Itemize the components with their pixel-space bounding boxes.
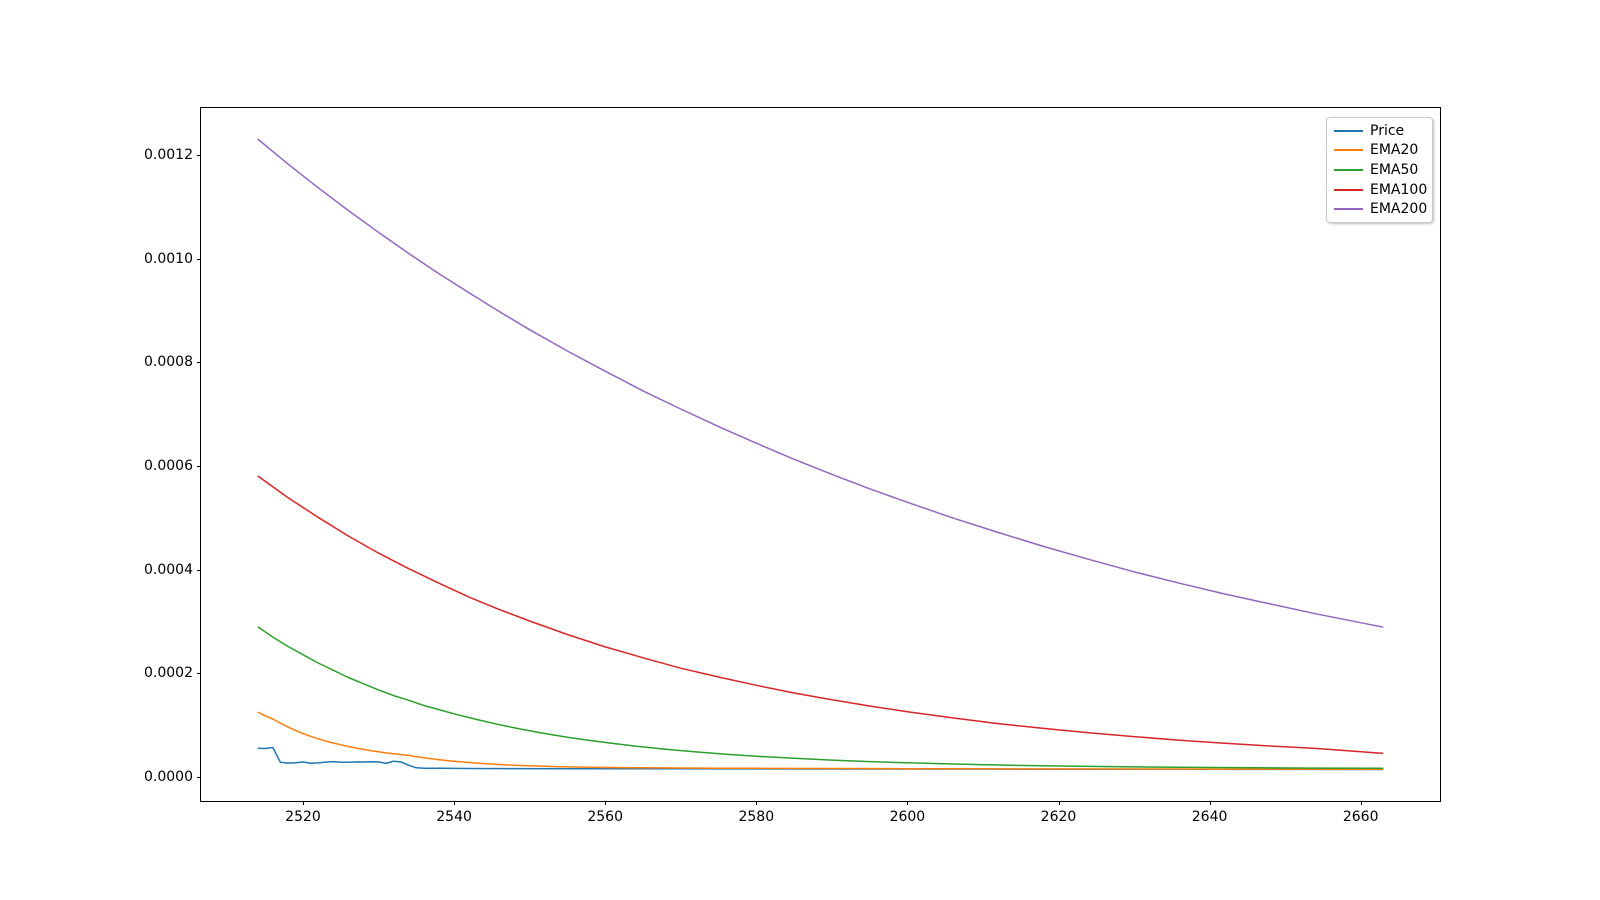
x-tick-label: 2660 <box>1342 809 1379 825</box>
y-tick-label: 0.0000 <box>144 769 193 785</box>
legend-swatch-ema20-line-icon <box>1334 149 1363 152</box>
legend-label: EMA200 <box>1370 201 1428 218</box>
y-tick-label: 0.0008 <box>144 354 193 371</box>
series-line-ema200 <box>257 138 1384 628</box>
x-tick-label: 2600 <box>889 809 926 825</box>
y-tick-mark <box>197 777 201 778</box>
plot-area <box>200 107 1441 802</box>
legend-item-price: Price <box>1334 123 1426 139</box>
series-line-ema20 <box>257 711 1384 771</box>
x-tick-label: 2560 <box>587 809 624 825</box>
x-tick-label: 2640 <box>1191 809 1228 825</box>
y-tick-mark <box>197 155 201 157</box>
legend-label: EMA50 <box>1370 161 1419 178</box>
x-tick-mark <box>1058 801 1060 805</box>
legend-swatch-ema200-line-icon <box>1334 208 1363 211</box>
y-tick-label: 0.0010 <box>144 250 193 267</box>
legend-item-ema200: EMA200 <box>1334 201 1428 218</box>
x-tick-mark <box>907 801 909 805</box>
legend-label: Price <box>1370 122 1405 139</box>
series-line-price <box>257 746 1384 771</box>
legend-label: EMA20 <box>1370 142 1419 159</box>
x-tick-mark <box>454 801 456 805</box>
x-tick-label: 2620 <box>1040 809 1077 825</box>
x-tick-mark <box>756 801 758 805</box>
legend-item-ema50: EMA50 <box>1334 162 1426 178</box>
x-tick-mark <box>303 801 304 805</box>
y-tick-mark <box>197 673 201 675</box>
x-tick-mark <box>1209 801 1211 805</box>
x-tick-label: 2520 <box>285 809 321 825</box>
x-tick-label: 2540 <box>436 809 472 825</box>
legend-item-ema100: EMA100 <box>1334 181 1428 198</box>
y-tick-mark <box>197 362 201 364</box>
legend-item-ema20: EMA20 <box>1334 142 1426 158</box>
y-tick-mark <box>197 466 201 467</box>
y-tick-label: 0.0012 <box>144 147 193 164</box>
y-tick-label: 0.0006 <box>144 458 193 474</box>
x-tick-mark <box>1360 801 1362 805</box>
y-tick-mark <box>197 258 201 260</box>
x-tick-mark <box>605 801 607 805</box>
y-tick-label: 0.0004 <box>144 561 193 578</box>
legend-swatch-ema50-line-icon <box>1334 168 1363 171</box>
y-tick-mark <box>197 569 201 571</box>
legend: Price EMA20 EMA50 EMA100 EMA200 <box>1326 117 1433 223</box>
legend-label: EMA100 <box>1370 181 1428 198</box>
legend-swatch-ema100-line-icon <box>1334 188 1363 191</box>
legend-swatch-price-line-icon <box>1334 129 1363 132</box>
series-line-ema50 <box>257 626 1384 770</box>
series-line-ema100 <box>257 475 1384 755</box>
y-tick-label: 0.0002 <box>144 665 193 682</box>
x-tick-label: 2580 <box>738 809 775 825</box>
